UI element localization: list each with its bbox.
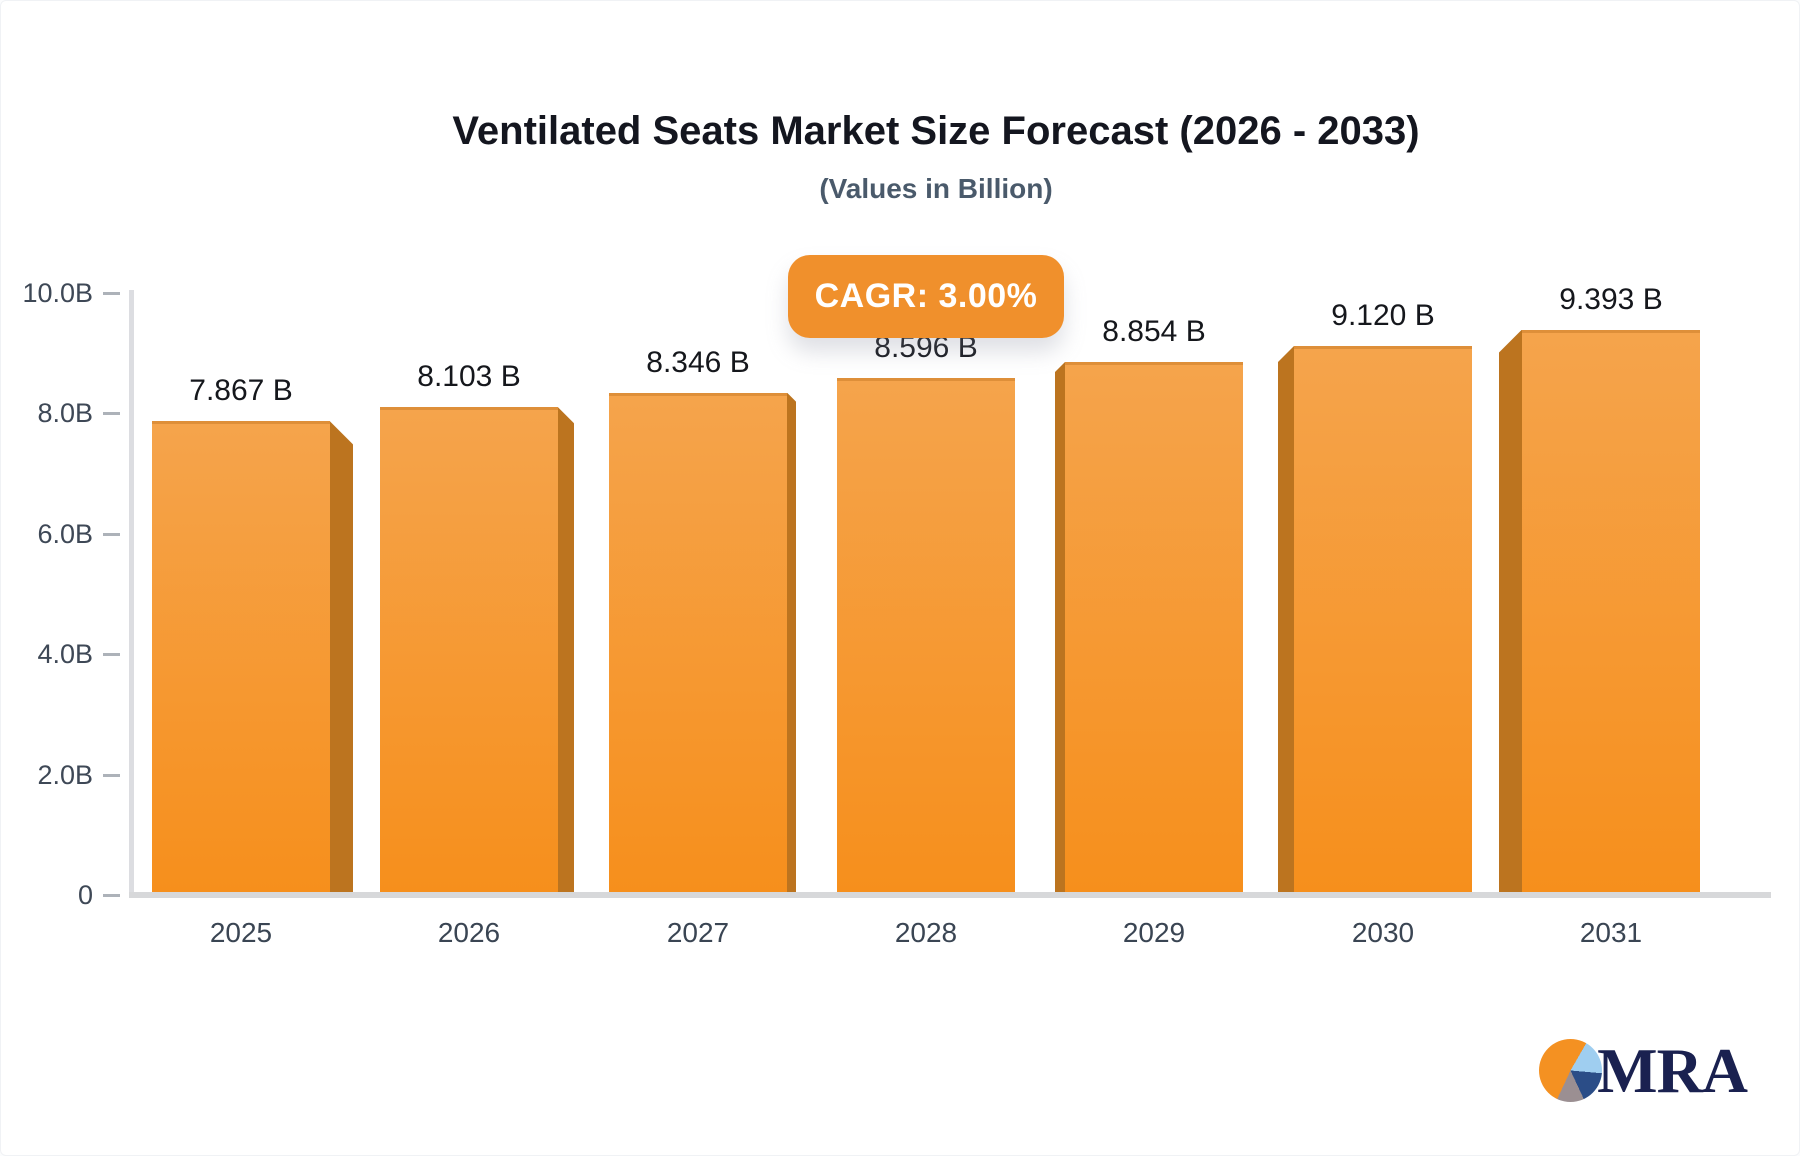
bar-3d-side — [1278, 345, 1294, 893]
bar-3d-side — [330, 421, 353, 893]
y-axis-tick-mark — [103, 412, 120, 416]
mra-logo-text: MRA — [1597, 1035, 1748, 1106]
y-axis-tick-mark — [103, 773, 120, 777]
y-axis-tick-label: 8.0B — [37, 398, 93, 429]
bar-3d-side — [558, 407, 574, 893]
y-axis-tick-label: 0 — [77, 880, 93, 910]
bar-2025[interactable] — [152, 421, 330, 893]
bar-2030[interactable] — [1294, 345, 1472, 893]
bar-3d-side — [787, 392, 796, 893]
bar-2026[interactable] — [380, 407, 558, 893]
mra-logo: MRA — [1539, 1035, 1748, 1106]
bar-3d-side — [1499, 329, 1522, 893]
pie-chart-icon — [1539, 1039, 1603, 1102]
bar-2029[interactable] — [1065, 361, 1243, 893]
x-axis-category-label: 2026 — [437, 917, 501, 948]
chart-subtitle: (Values in Billion) — [819, 173, 1053, 204]
y-axis-tick-label: 4.0B — [37, 639, 93, 670]
bar-2027[interactable] — [609, 392, 787, 893]
bar-value-label: 7.867 B — [189, 374, 293, 408]
bar-2028[interactable] — [837, 377, 1015, 893]
y-axis-tick-label: 6.0B — [37, 518, 93, 549]
y-axis-tick-mark — [103, 532, 120, 536]
y-axis-tick-mark — [103, 894, 120, 897]
cagr-badge-label: CAGR: 3.00% — [814, 277, 1038, 315]
x-axis-category-label: 2031 — [1579, 917, 1643, 948]
x-axis-category-label: 2029 — [1122, 917, 1186, 948]
y-axis-tick-label: 2.0B — [37, 759, 93, 790]
y-axis-tick-mark — [103, 292, 120, 295]
bar-2031[interactable] — [1522, 329, 1700, 893]
y-axis-tick-mark — [103, 653, 120, 657]
chart-title: Ventilated Seats Market Size Forecast (2… — [452, 109, 1420, 153]
bar-value-label: 8.854 B — [1102, 314, 1206, 348]
x-axis-category-label: 2030 — [1351, 917, 1415, 948]
bar-value-label: 9.393 B — [1559, 282, 1663, 316]
cagr-badge: CAGR: 3.00% — [788, 255, 1064, 338]
y-axis-line — [129, 290, 134, 895]
bar-value-label: 8.346 B — [646, 345, 750, 379]
x-axis-category-label: 2025 — [209, 917, 273, 948]
x-axis-line — [129, 892, 1771, 898]
x-axis-category-label: 2028 — [894, 917, 958, 948]
y-axis-tick-label: 10.0B — [22, 278, 93, 308]
bar-3d-side — [1055, 361, 1065, 893]
x-axis-category-label: 2027 — [666, 917, 730, 948]
bar-value-label: 9.120 B — [1331, 298, 1435, 332]
bar-value-label: 8.103 B — [417, 360, 521, 394]
